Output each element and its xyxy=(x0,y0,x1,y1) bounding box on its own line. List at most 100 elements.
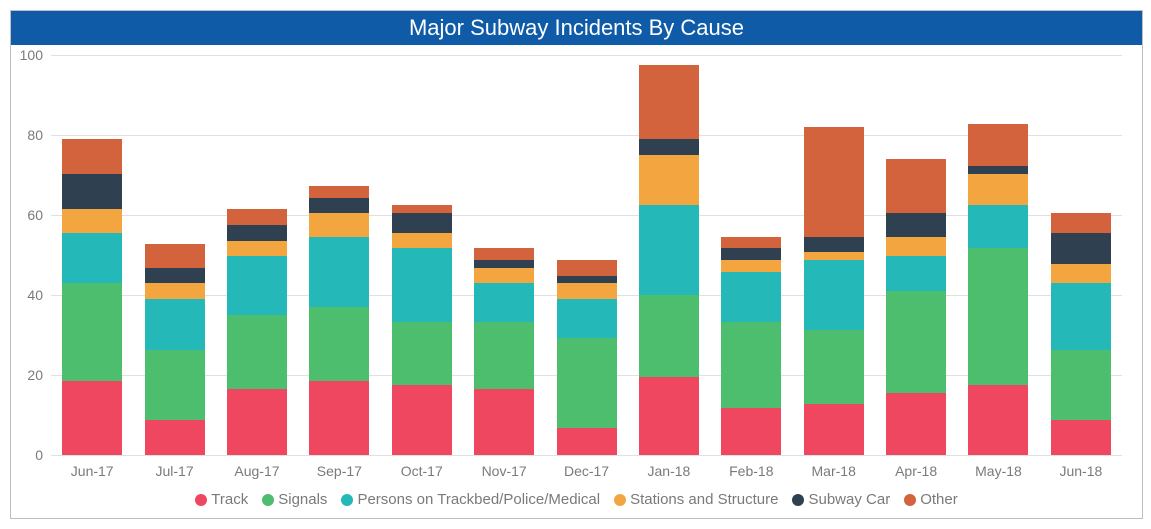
stacked-bar xyxy=(392,205,452,455)
bar-segment xyxy=(227,209,287,225)
x-tick-label: Mar-18 xyxy=(812,463,856,479)
bar-segment xyxy=(639,377,699,455)
legend-label: Subway Car xyxy=(808,491,890,508)
stacked-bar xyxy=(886,159,946,455)
x-tick-label: Aug-17 xyxy=(234,463,279,479)
legend-label: Stations and Structure xyxy=(630,491,778,508)
bar-segment xyxy=(721,248,781,260)
grid-line xyxy=(51,455,1122,456)
bar-group: Jun-17 xyxy=(51,55,133,455)
bar-segment xyxy=(145,244,205,267)
bar-segment xyxy=(804,252,864,260)
bar-segment xyxy=(474,260,534,268)
bar-group: Jan-18 xyxy=(628,55,710,455)
bar-group: Oct-17 xyxy=(381,55,463,455)
bar-segment xyxy=(886,237,946,257)
bar-segment xyxy=(227,389,287,455)
stacked-bar xyxy=(145,244,205,455)
bar-segment xyxy=(474,389,534,455)
bar-group: Aug-17 xyxy=(216,55,298,455)
bar-segment xyxy=(392,385,452,455)
bar-segment xyxy=(639,205,699,295)
legend-swatch xyxy=(341,494,353,506)
y-tick-label: 20 xyxy=(27,367,43,383)
plot-area: 020406080100 Jun-17Jul-17Aug-17Sep-17Oct… xyxy=(11,45,1142,485)
bar-segment xyxy=(721,260,781,272)
y-tick-label: 80 xyxy=(27,127,43,143)
bar-group: Jul-17 xyxy=(133,55,215,455)
y-axis: 020406080100 xyxy=(11,55,51,455)
bar-segment xyxy=(804,237,864,253)
bar-segment xyxy=(309,213,369,236)
bar-segment xyxy=(886,213,946,236)
bar-group: May-18 xyxy=(957,55,1039,455)
stacked-bar xyxy=(557,260,617,455)
bar-group: Dec-17 xyxy=(545,55,627,455)
bars-area: Jun-17Jul-17Aug-17Sep-17Oct-17Nov-17Dec-… xyxy=(51,55,1122,455)
bar-segment xyxy=(1051,350,1111,420)
bar-segment xyxy=(639,155,699,206)
bar-segment xyxy=(145,350,205,420)
bar-segment xyxy=(721,272,781,323)
x-tick-label: Jun-18 xyxy=(1059,463,1102,479)
bar-segment xyxy=(392,233,452,249)
stacked-bar xyxy=(62,139,122,455)
legend-label: Persons on Trackbed/Police/Medical xyxy=(357,491,600,508)
bar-segment xyxy=(62,209,122,232)
bar-segment xyxy=(62,381,122,455)
legend-swatch xyxy=(262,494,274,506)
x-tick-label: Nov-17 xyxy=(482,463,527,479)
bar-segment xyxy=(145,299,205,350)
x-tick-label: Sep-17 xyxy=(317,463,362,479)
bar-segment xyxy=(62,233,122,284)
bar-segment xyxy=(392,322,452,384)
bar-segment xyxy=(557,276,617,284)
bar-segment xyxy=(804,260,864,330)
bar-segment xyxy=(309,186,369,198)
stacked-bar xyxy=(721,237,781,455)
bar-segment xyxy=(309,198,369,214)
bar-segment xyxy=(1051,420,1111,455)
bar-segment xyxy=(309,381,369,455)
y-tick-label: 0 xyxy=(35,447,43,463)
bar-segment xyxy=(145,268,205,284)
legend: TrackSignalsPersons on Trackbed/Police/M… xyxy=(11,485,1142,518)
bar-segment xyxy=(1051,264,1111,284)
bar-segment xyxy=(1051,213,1111,233)
bar-segment xyxy=(227,315,287,389)
bar-segment xyxy=(557,299,617,338)
bar-segment xyxy=(886,256,946,291)
bar-segment xyxy=(557,338,617,428)
bar-segment xyxy=(639,139,699,155)
y-tick-label: 60 xyxy=(27,207,43,223)
chart-title: Major Subway Incidents By Cause xyxy=(11,11,1142,45)
bar-segment xyxy=(557,283,617,299)
stacked-bar xyxy=(639,65,699,455)
x-tick-label: Jan-18 xyxy=(648,463,691,479)
legend-item: Other xyxy=(904,491,958,508)
legend-swatch xyxy=(904,494,916,506)
bar-segment xyxy=(474,268,534,284)
bar-group: Nov-17 xyxy=(463,55,545,455)
bar-segment xyxy=(968,174,1028,205)
bar-segment xyxy=(309,237,369,307)
bar-segment xyxy=(62,283,122,381)
subway-incidents-chart: Major Subway Incidents By Cause 02040608… xyxy=(10,10,1143,519)
bar-segment xyxy=(392,205,452,213)
bar-segment xyxy=(968,124,1028,167)
x-tick-label: Feb-18 xyxy=(729,463,773,479)
legend-item: Persons on Trackbed/Police/Medical xyxy=(341,491,600,508)
legend-label: Other xyxy=(920,491,958,508)
bar-segment xyxy=(639,295,699,377)
bar-segment xyxy=(474,283,534,322)
x-tick-label: Jun-17 xyxy=(71,463,114,479)
bar-segment xyxy=(1051,283,1111,349)
bar-segment xyxy=(804,127,864,236)
legend-item: Subway Car xyxy=(792,491,890,508)
bar-segment xyxy=(804,404,864,455)
stacked-bar xyxy=(804,127,864,455)
legend-item: Track xyxy=(195,491,248,508)
bar-segment xyxy=(62,174,122,209)
bar-segment xyxy=(145,420,205,455)
legend-swatch xyxy=(792,494,804,506)
